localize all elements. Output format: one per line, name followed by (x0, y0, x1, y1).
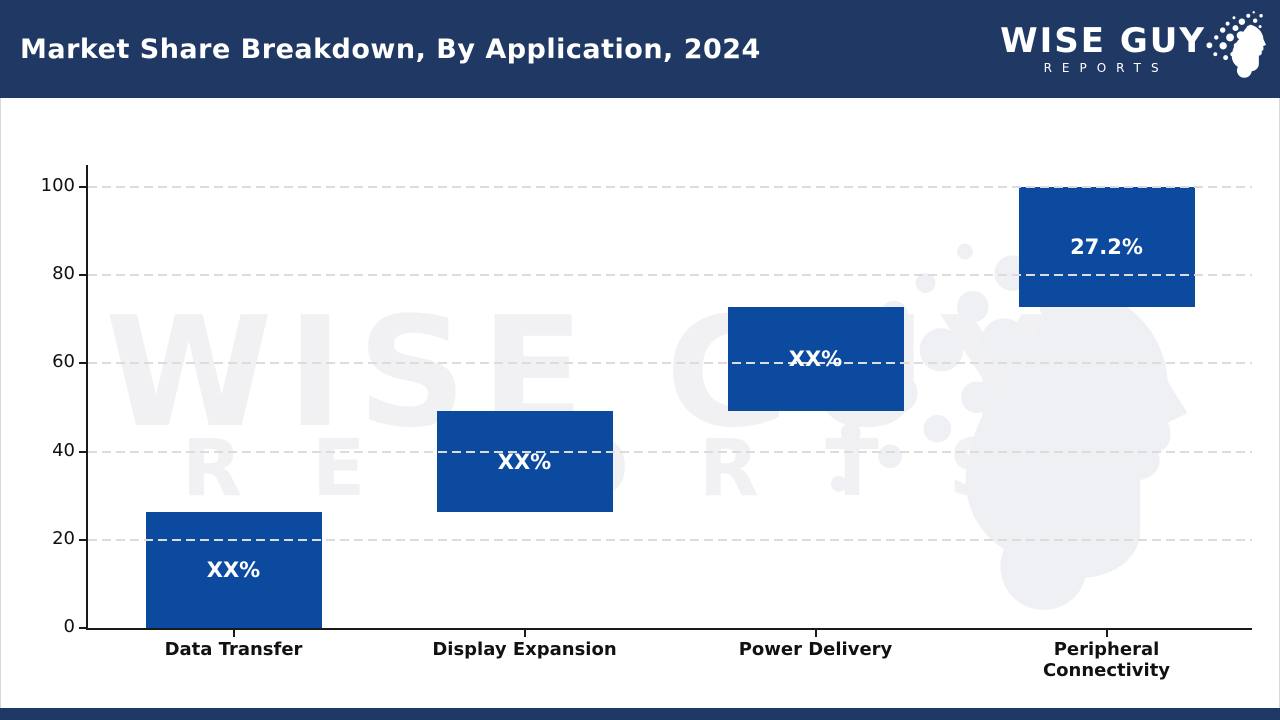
bar-2 (727, 306, 904, 411)
gridline-y-60 (88, 362, 1252, 365)
header-bar: Market Share Breakdown, By Application, … (0, 0, 1280, 98)
brand-head-icon (1206, 11, 1266, 78)
x-tick-1 (523, 630, 526, 637)
bar-1 (436, 411, 613, 512)
y-tick-100 (79, 186, 86, 188)
gridline-y-40 (88, 450, 1252, 453)
y-tick-label-40: 40 (52, 439, 75, 461)
brand-name: WISE GUY (1000, 21, 1206, 61)
x-category-label-2: Power Delivery (738, 639, 893, 660)
gridline-y-20 (88, 538, 1252, 541)
y-tick-40 (79, 450, 86, 453)
brand-logo: WISE GUY REPORTS (1000, 0, 1266, 98)
bar-value-label-0: XX% (206, 558, 261, 582)
x-category-label-3: Peripheral Connectivity (1042, 639, 1171, 681)
y-tick-label-100: 100 (40, 175, 75, 196)
x-tick-0 (232, 630, 235, 637)
x-category-label-1: Display Expansion (432, 639, 617, 660)
bar-value-label-1: XX% (497, 449, 552, 474)
bar-value-label-2: XX% (788, 346, 843, 371)
x-axis-line (86, 628, 1252, 630)
y-axis-line (86, 165, 88, 630)
y-tick-20 (79, 538, 86, 541)
bar-0 (145, 512, 322, 628)
gridline-y-80 (88, 274, 1252, 277)
bar-3 (1018, 187, 1195, 307)
page-title: Market Share Breakdown, By Application, … (20, 33, 761, 65)
x-tick-3 (1105, 630, 1108, 637)
bar-value-label-3: 27.2% (1070, 234, 1143, 259)
x-category-label-0: Data Transfer (164, 639, 303, 660)
footer-bar (0, 708, 1280, 720)
x-tick-2 (814, 630, 817, 637)
y-tick-80 (79, 274, 86, 277)
y-tick-label-0: 0 (63, 616, 75, 637)
y-tick-label-80: 80 (52, 263, 75, 285)
brand-subtitle: REPORTS (1043, 61, 1169, 75)
y-tick-label-20: 20 (52, 527, 75, 549)
y-tick-0 (79, 627, 86, 629)
y-tick-label-60: 60 (52, 351, 75, 373)
y-tick-60 (79, 362, 86, 365)
brand-logo-text: WISE GUY REPORTS (1000, 24, 1206, 74)
gridline-y-100 (88, 186, 1252, 188)
